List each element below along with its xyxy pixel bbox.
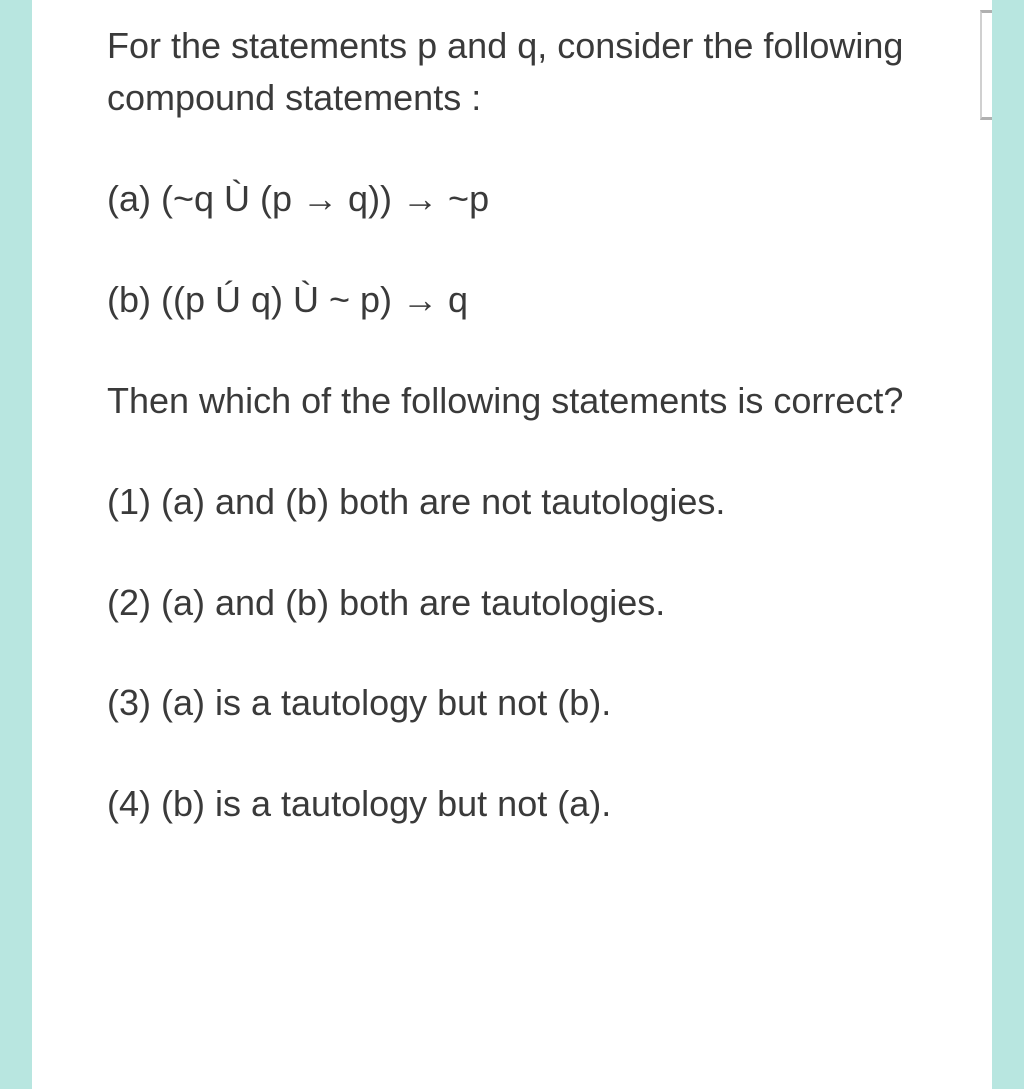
option-1: (1) (a) and (b) both are not tautologies…	[107, 477, 917, 527]
statement-b: (b) ((p Ú q) Ù ~ p) → q	[107, 275, 917, 325]
option-4: (4) (b) is a tautology but not (a).	[107, 779, 917, 829]
page-edge-decoration	[980, 10, 992, 120]
question-intro-text: For the statements p and q, consider the…	[107, 20, 917, 124]
option-2: (2) (a) and (b) both are tautologies.	[107, 578, 917, 628]
question-page: For the statements p and q, consider the…	[32, 0, 992, 1089]
statement-a: (a) (~q Ù (p → q)) → ~p	[107, 174, 917, 224]
option-3: (3) (a) is a tautology but not (b).	[107, 678, 917, 728]
question-follow-text: Then which of the following statements i…	[107, 375, 917, 427]
